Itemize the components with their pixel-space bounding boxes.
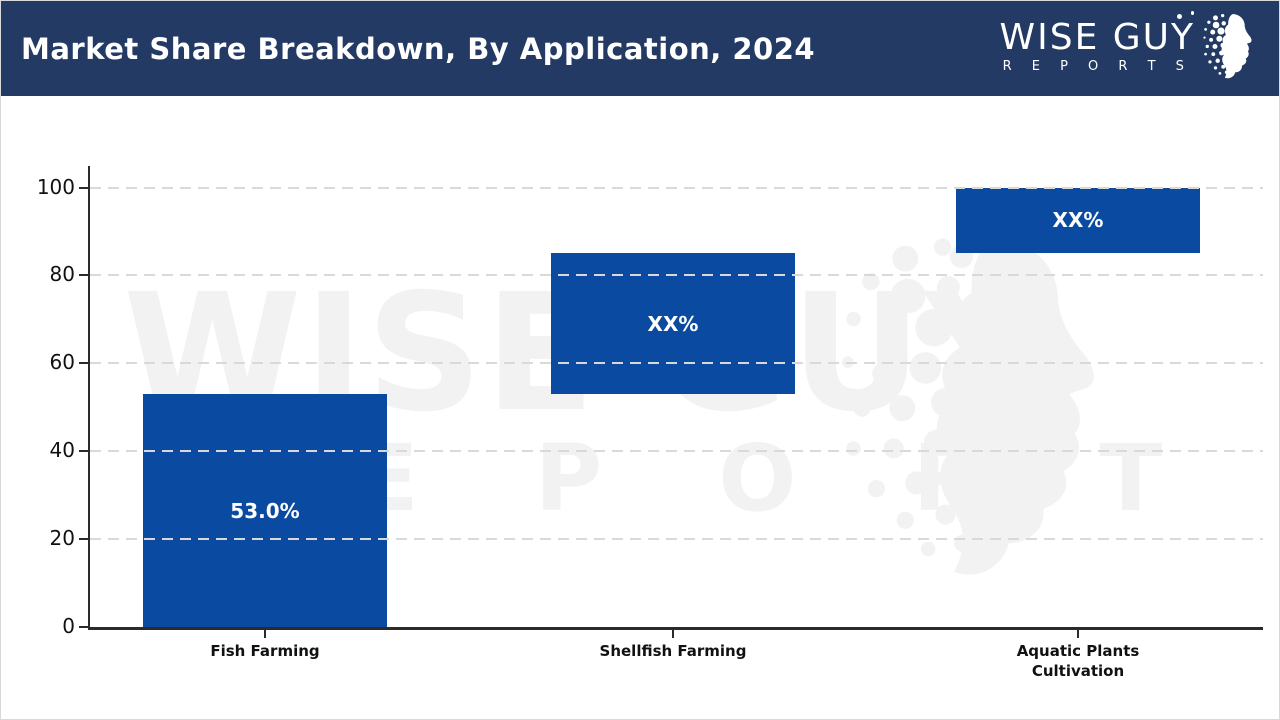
wise-guy-reports-logo: WISE GUY R E P O R T S xyxy=(1000,7,1266,87)
bar-segment: 53.0% xyxy=(143,394,387,627)
dotted-head-logo-icon xyxy=(1203,14,1252,79)
bar-value-label: XX% xyxy=(647,311,699,336)
watermark-dotted-head-icon xyxy=(842,238,1094,575)
x-category-label: Aquatic Plants Cultivation xyxy=(1016,642,1140,681)
bar-segment: XX% xyxy=(551,253,795,395)
y-axis-tick-label: 100 xyxy=(36,174,75,199)
y-axis-tick xyxy=(79,626,88,628)
y-axis-line xyxy=(88,166,90,629)
y-axis-tick-label: 80 xyxy=(49,262,75,287)
gridline xyxy=(90,362,1263,365)
logo-wordmark: WISE GUY xyxy=(999,11,1196,58)
gridline xyxy=(90,186,1263,189)
x-axis-tick xyxy=(264,630,266,638)
logo-text: WISE GUY R E P O R T S xyxy=(999,11,1196,74)
y-axis-tick xyxy=(79,186,88,189)
logo-wordmark-y: Y xyxy=(1171,11,1195,58)
logo-reports-label: R E P O R T S xyxy=(1002,59,1192,74)
bar-segment: XX% xyxy=(956,187,1200,254)
y-axis-tick-label: 40 xyxy=(49,438,75,463)
x-category-label: Shellfish Farming xyxy=(599,642,747,660)
bar-value-label: XX% xyxy=(1052,208,1104,233)
gridline xyxy=(90,274,1263,277)
y-axis-tick xyxy=(79,362,88,365)
gridline xyxy=(90,538,1263,541)
y-axis-tick xyxy=(79,450,88,453)
y-axis-tick-label: 0 xyxy=(62,614,75,638)
y-axis-tick-label: 60 xyxy=(49,350,75,375)
bar-value-label: 53.0% xyxy=(230,498,300,523)
x-category-label: Fish Farming xyxy=(210,642,320,660)
gridline xyxy=(90,450,1263,453)
x-axis-tick xyxy=(672,630,674,638)
x-axis-line xyxy=(88,627,1263,630)
x-axis-tick xyxy=(1077,630,1079,638)
logo-wordmark-main: WISE GU xyxy=(999,17,1171,58)
page-title: Market Share Breakdown, By Application, … xyxy=(21,31,816,66)
y-axis-tick xyxy=(79,538,88,541)
watermark-text-y: Y xyxy=(924,234,1044,448)
header-bar: Market Share Breakdown, By Application, … xyxy=(1,1,1279,96)
y-axis-tick-label: 20 xyxy=(49,526,75,551)
y-axis-tick xyxy=(79,274,88,277)
